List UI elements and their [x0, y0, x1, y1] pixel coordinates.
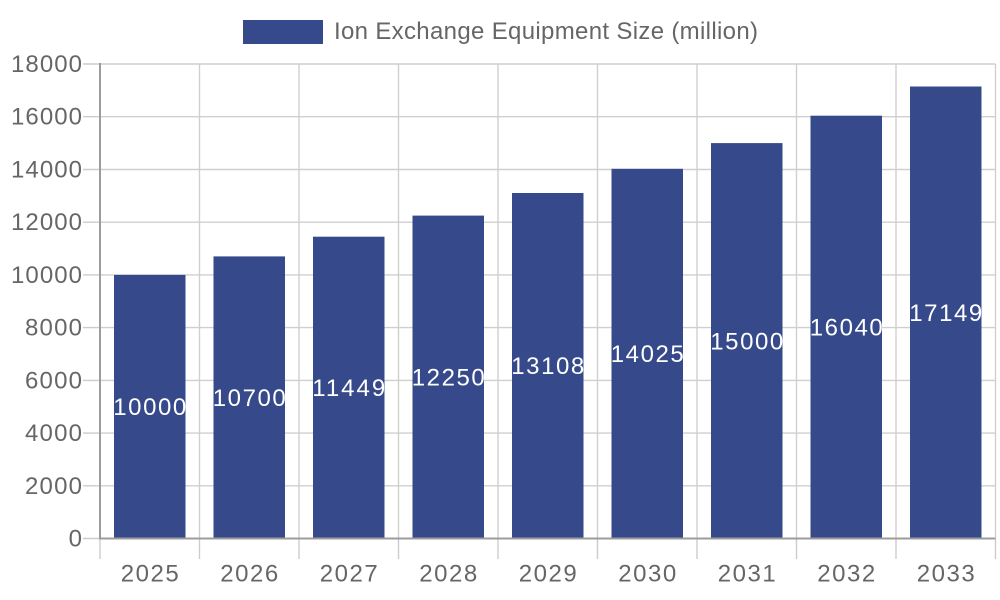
svg-text:2000: 2000	[25, 473, 82, 500]
svg-text:16040: 16040	[810, 315, 883, 342]
svg-text:13108: 13108	[511, 353, 584, 380]
svg-text:12250: 12250	[412, 365, 485, 392]
svg-text:Ion Exchange Equipment Size (m: Ion Exchange Equipment Size (million)	[334, 18, 758, 45]
svg-text:2033: 2033	[917, 561, 975, 588]
svg-text:0: 0	[69, 526, 82, 553]
svg-text:8000: 8000	[25, 315, 82, 342]
svg-text:14025: 14025	[611, 341, 684, 368]
svg-text:2030: 2030	[618, 561, 676, 588]
svg-text:6000: 6000	[25, 367, 82, 394]
svg-text:15000: 15000	[710, 328, 783, 355]
svg-text:10000: 10000	[113, 394, 186, 421]
svg-text:2031: 2031	[718, 561, 776, 588]
svg-text:14000: 14000	[11, 157, 82, 184]
svg-text:12000: 12000	[11, 209, 82, 236]
svg-text:2032: 2032	[817, 561, 875, 588]
svg-text:2029: 2029	[519, 561, 577, 588]
svg-text:18000: 18000	[11, 51, 82, 78]
svg-text:2025: 2025	[121, 561, 179, 588]
svg-text:2027: 2027	[320, 561, 378, 588]
svg-text:10700: 10700	[213, 385, 286, 412]
svg-text:2028: 2028	[419, 561, 477, 588]
svg-text:4000: 4000	[25, 420, 82, 447]
svg-text:11449: 11449	[312, 375, 385, 402]
svg-text:17149: 17149	[909, 300, 982, 327]
svg-text:10000: 10000	[11, 262, 82, 289]
svg-text:16000: 16000	[11, 104, 82, 131]
svg-text:2026: 2026	[220, 561, 278, 588]
